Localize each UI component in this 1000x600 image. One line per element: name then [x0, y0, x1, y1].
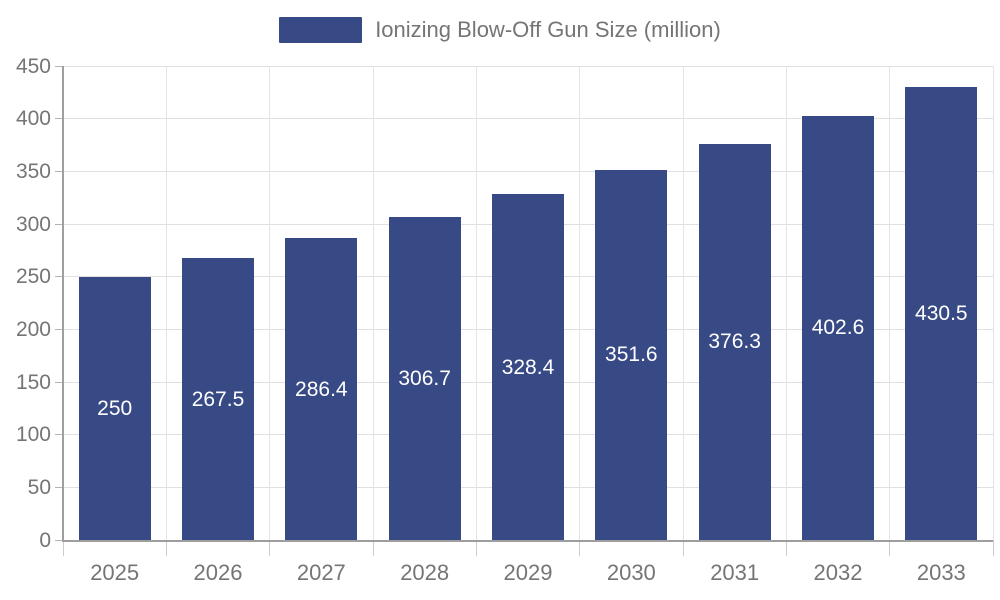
- y-axis-label: 150: [15, 370, 51, 394]
- y-axis-label: 350: [15, 159, 51, 183]
- y-axis-tick: [55, 223, 63, 225]
- x-axis-label: 2027: [296, 560, 346, 585]
- bar: [492, 194, 564, 540]
- grid-line-h: [63, 170, 993, 172]
- y-axis-tick: [55, 65, 63, 67]
- legend[interactable]: Ionizing Blow-Off Gun Size (million): [0, 17, 1000, 43]
- y-axis-line: [62, 66, 64, 540]
- x-axis-label: 2030: [606, 560, 656, 585]
- y-axis-tick: [55, 328, 63, 330]
- x-axis-label: 2029: [503, 560, 553, 585]
- x-axis-tick: [372, 540, 374, 556]
- bar-value-label: 351.6: [605, 343, 658, 367]
- y-axis-tick: [55, 276, 63, 278]
- y-axis-label: 400: [15, 107, 51, 131]
- bar: [905, 86, 978, 540]
- grid-line-h: [63, 65, 993, 67]
- y-axis-label: 250: [15, 265, 51, 289]
- grid-line-v: [785, 66, 787, 540]
- x-axis-label: 2032: [813, 560, 863, 585]
- grid-line-v: [372, 66, 374, 540]
- y-axis-tick: [55, 118, 63, 120]
- x-axis-tick: [992, 540, 994, 556]
- bar: [285, 238, 358, 540]
- x-axis-tick: [269, 540, 271, 556]
- y-axis-label: 50: [27, 475, 51, 499]
- x-axis-label: 2033: [916, 560, 966, 585]
- bar: [802, 115, 874, 540]
- bar-value-label: 328.4: [501, 355, 555, 379]
- x-axis-tick: [62, 540, 64, 556]
- bar: [595, 169, 668, 540]
- y-axis-tick: [55, 170, 63, 172]
- bar-value-label: 250: [97, 396, 133, 420]
- x-axis-tick: [475, 540, 477, 556]
- bar-value-label: 376.3: [708, 330, 761, 354]
- bar-value-label: 286.4: [295, 377, 348, 401]
- bar: [698, 143, 771, 540]
- x-axis-tick: [785, 540, 787, 556]
- grid-line-v: [165, 66, 167, 540]
- y-axis-label: 200: [15, 317, 51, 341]
- bar-value-label: 402.6: [811, 316, 865, 340]
- bar-value-label: 430.5: [915, 301, 968, 325]
- grid-line-v: [992, 66, 994, 540]
- x-axis-label: 2026: [193, 560, 243, 585]
- y-axis-tick: [55, 434, 63, 436]
- x-axis-tick: [682, 540, 684, 556]
- grid-line-v: [475, 66, 477, 540]
- bar: [388, 216, 461, 540]
- bar-value-label: 306.7: [398, 366, 451, 390]
- y-axis-tick: [55, 381, 63, 383]
- legend-swatch: [279, 17, 363, 43]
- grid-line-v: [889, 66, 891, 540]
- legend-label: Ionizing Blow-Off Gun Size (million): [375, 17, 721, 42]
- x-axis-line: [62, 540, 993, 542]
- y-axis-label: 0: [39, 528, 51, 552]
- y-axis-tick: [55, 539, 63, 541]
- y-axis-label: 100: [15, 423, 51, 447]
- x-axis-tick: [165, 540, 167, 556]
- bar: [78, 276, 151, 540]
- x-axis-label: 2028: [400, 560, 450, 585]
- x-axis-label: 2031: [710, 560, 760, 585]
- grid-line-h: [63, 118, 993, 120]
- y-axis-label: 300: [15, 212, 51, 236]
- grid-line-v: [682, 66, 684, 540]
- y-axis-tick: [55, 486, 63, 488]
- y-axis-label: 450: [15, 54, 51, 78]
- x-axis-tick: [889, 540, 891, 556]
- x-axis-tick: [579, 540, 581, 556]
- grid-line-v: [269, 66, 271, 540]
- bar: [182, 258, 254, 540]
- grid-line-v: [579, 66, 581, 540]
- bar-value-label: 267.5: [191, 387, 245, 411]
- x-axis-label: 2025: [90, 560, 140, 585]
